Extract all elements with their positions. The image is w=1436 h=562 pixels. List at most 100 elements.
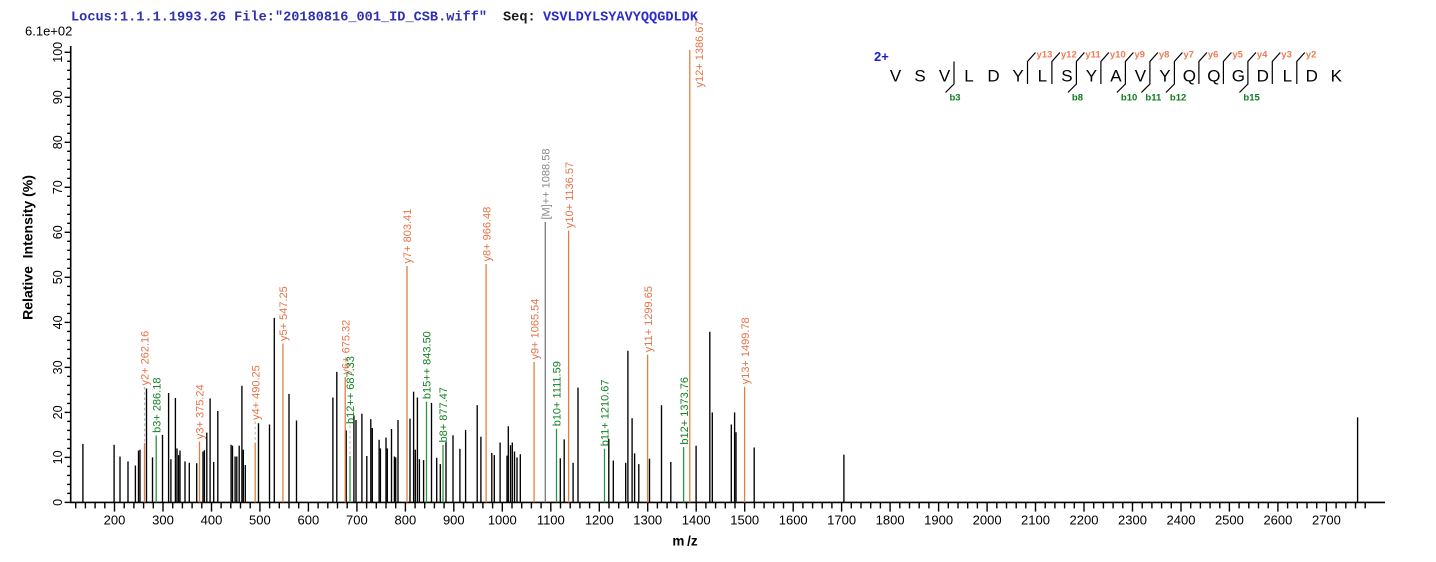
svg-text:L: L — [1038, 67, 1047, 86]
svg-text:y12+ 1386.67: y12+ 1386.67 — [694, 21, 706, 88]
svg-text:500: 500 — [249, 513, 271, 528]
svg-text:100: 100 — [51, 42, 65, 63]
svg-text:2400: 2400 — [1167, 513, 1196, 528]
svg-text:Relative Intensity (%): Relative Intensity (%) — [20, 175, 36, 320]
svg-text:300: 300 — [152, 513, 174, 528]
svg-text:b11: b11 — [1145, 93, 1162, 104]
svg-text:b12++ 687.33: b12++ 687.33 — [345, 356, 357, 424]
svg-text:1200: 1200 — [585, 513, 614, 528]
svg-text:y10+ 1136.57: y10+ 1136.57 — [564, 162, 576, 228]
svg-text:400: 400 — [201, 513, 223, 528]
svg-text:y6+ 675.32: y6+ 675.32 — [340, 320, 352, 375]
svg-text:1300: 1300 — [633, 513, 662, 528]
svg-text:y7: y7 — [1183, 50, 1194, 61]
svg-text:y7+ 803.41: y7+ 803.41 — [402, 209, 414, 264]
svg-text:y12: y12 — [1061, 50, 1077, 61]
svg-text:m /z: m /z — [672, 534, 697, 549]
svg-text:b10+ 1111.59: b10+ 1111.59 — [552, 361, 564, 426]
svg-text:1400: 1400 — [682, 513, 711, 528]
svg-text:1900: 1900 — [924, 513, 953, 528]
svg-text:y11+ 1299.65: y11+ 1299.65 — [643, 286, 655, 352]
svg-text:y2: y2 — [1306, 50, 1317, 61]
svg-text:L: L — [1283, 67, 1292, 86]
svg-text:2100: 2100 — [1021, 513, 1050, 528]
svg-text:b12: b12 — [1170, 93, 1186, 104]
svg-text:1800: 1800 — [876, 513, 905, 528]
svg-text:1100: 1100 — [537, 513, 565, 528]
svg-text:V: V — [1135, 67, 1147, 86]
svg-text:Q: Q — [1207, 67, 1220, 86]
svg-text:30: 30 — [51, 360, 65, 374]
svg-text:V: V — [939, 67, 951, 86]
svg-text:D: D — [1257, 67, 1269, 86]
svg-text:y3: y3 — [1281, 50, 1292, 61]
svg-text:2000: 2000 — [973, 513, 1002, 528]
svg-text:50: 50 — [51, 270, 65, 284]
svg-text:y13: y13 — [1037, 50, 1053, 61]
svg-text:y8+ 966.48: y8+ 966.48 — [481, 207, 493, 262]
svg-text:Seq:: Seq: — [503, 11, 536, 26]
svg-text:y6: y6 — [1208, 50, 1219, 61]
svg-text:b15++ 843.50: b15++ 843.50 — [422, 331, 434, 399]
svg-text:Y: Y — [1159, 67, 1170, 86]
svg-text:V: V — [890, 67, 902, 86]
svg-text:40: 40 — [51, 315, 65, 329]
svg-text:10: 10 — [51, 450, 65, 464]
svg-text:y13+ 1499.78: y13+ 1499.78 — [740, 317, 752, 384]
svg-text:2200: 2200 — [1070, 513, 1099, 528]
svg-text:800: 800 — [395, 513, 417, 528]
svg-text:b8: b8 — [1072, 93, 1083, 104]
svg-text:A: A — [1110, 67, 1122, 86]
svg-text:VSVLDYLSYAVYQQGDLDK: VSVLDYLSYAVYQQGDLDK — [543, 11, 699, 26]
svg-text:y10: y10 — [1110, 50, 1126, 61]
svg-text:y9+ 1065.54: y9+ 1065.54 — [529, 299, 541, 360]
svg-text:y8: y8 — [1159, 50, 1170, 61]
svg-text:700: 700 — [346, 513, 368, 528]
svg-text:Y: Y — [1086, 67, 1097, 86]
svg-text:Locus:1.1.1.1993.26 File:"2018: Locus:1.1.1.1993.26 File:"20180816_001_I… — [71, 11, 487, 26]
svg-text:1600: 1600 — [779, 513, 808, 528]
svg-text:D: D — [987, 67, 999, 86]
svg-text:b15: b15 — [1243, 93, 1260, 104]
svg-text:L: L — [964, 67, 973, 86]
svg-text:2500: 2500 — [1215, 513, 1244, 528]
svg-text:S: S — [1061, 67, 1072, 86]
svg-text:b3: b3 — [950, 93, 961, 104]
svg-text:S: S — [914, 67, 925, 86]
svg-text:6.1e+02: 6.1e+02 — [25, 24, 72, 39]
svg-text:b11+ 1210.67: b11+ 1210.67 — [600, 380, 612, 447]
svg-text:y4: y4 — [1257, 50, 1268, 61]
svg-text:D: D — [1306, 67, 1318, 86]
svg-text:y9: y9 — [1134, 50, 1145, 61]
svg-text:b12+ 1373.76: b12+ 1373.76 — [679, 377, 691, 445]
svg-text:K: K — [1331, 67, 1343, 86]
svg-text:2700: 2700 — [1312, 513, 1341, 528]
svg-text:20: 20 — [51, 405, 65, 419]
svg-text:60: 60 — [51, 225, 65, 239]
svg-text:y4+ 490.25: y4+ 490.25 — [250, 365, 262, 420]
svg-text:900: 900 — [443, 513, 465, 528]
svg-text:80: 80 — [51, 135, 65, 149]
svg-text:600: 600 — [298, 513, 320, 528]
svg-text:G: G — [1232, 67, 1245, 86]
svg-text:2300: 2300 — [1118, 513, 1147, 528]
svg-text:1500: 1500 — [730, 513, 759, 528]
svg-text:y3+ 375.24: y3+ 375.24 — [195, 384, 207, 439]
svg-text:2600: 2600 — [1263, 513, 1292, 528]
svg-text:Q: Q — [1183, 67, 1196, 86]
svg-text:200: 200 — [104, 513, 126, 528]
svg-text:y11: y11 — [1085, 50, 1101, 61]
svg-text:y5: y5 — [1232, 50, 1243, 61]
svg-text:90: 90 — [51, 90, 65, 104]
svg-text:y5+ 547.25: y5+ 547.25 — [278, 286, 290, 341]
svg-text:Y: Y — [1012, 67, 1023, 86]
svg-text:70: 70 — [51, 180, 65, 194]
svg-text:1000: 1000 — [488, 513, 517, 528]
svg-text:0: 0 — [51, 499, 65, 506]
svg-text:[M]++ 1088.58: [M]++ 1088.58 — [541, 149, 553, 220]
svg-text:2+: 2+ — [874, 49, 889, 64]
svg-text:b8+ 877.47: b8+ 877.47 — [438, 387, 450, 442]
svg-text:b10: b10 — [1121, 93, 1137, 104]
svg-text:y2+ 262.16: y2+ 262.16 — [140, 331, 152, 386]
svg-text:1700: 1700 — [827, 513, 856, 528]
